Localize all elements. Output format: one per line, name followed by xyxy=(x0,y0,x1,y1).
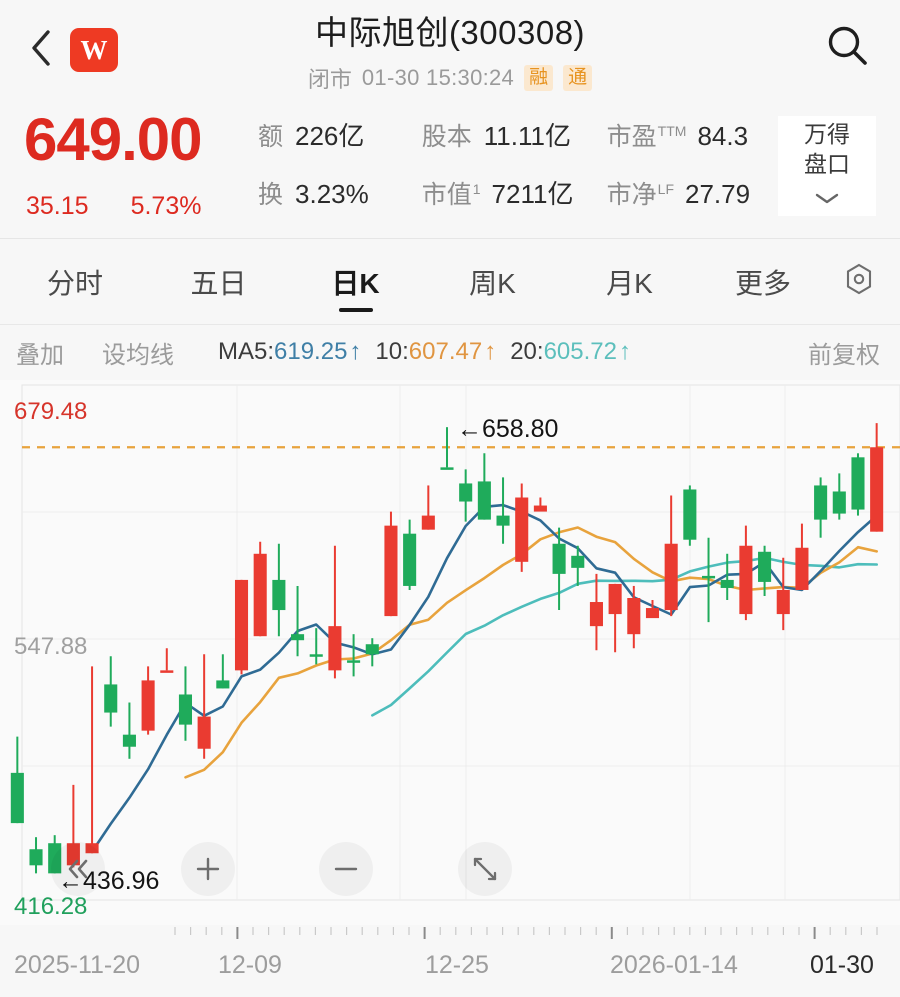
last-price: 649.00 xyxy=(24,106,203,173)
market-status: 闭市 xyxy=(307,67,352,92)
stat-label: 换 xyxy=(258,181,284,209)
header-divider xyxy=(0,238,900,239)
tab-weekly-k[interactable]: 周K xyxy=(424,240,561,324)
x-label-0: 2025-11-20 xyxy=(14,951,141,979)
chart-period-tabs: 分时 五日 日K 周K 月K 更多 xyxy=(0,240,900,324)
stat-value: 226亿 xyxy=(295,121,365,151)
prev-page-button[interactable] xyxy=(51,842,105,896)
tab-more[interactable]: 更多 xyxy=(698,240,828,324)
stat-superscript: 1 xyxy=(472,181,481,197)
ma5-readout: MA5: 619.25 ↑ xyxy=(218,338,375,366)
low-price-annotation: ←436.96 xyxy=(58,867,160,895)
ma5-label: MA5: xyxy=(218,338,275,365)
adjust-price-button[interactable]: 前复权 xyxy=(808,341,880,369)
search-icon xyxy=(825,23,871,74)
tabs-divider xyxy=(0,324,900,325)
x-axis: 2025-11-20 12-09 12-25 2026-01-14 01-30 xyxy=(0,925,900,997)
moving-average-bar: 叠加 设均线 MA5: 619.25 ↑ 10: 607.47 ↑ 20: 60… xyxy=(0,325,900,379)
price-change-abs: 35.15 xyxy=(26,192,89,220)
ma20-trend-arrow: ↑ xyxy=(618,338,631,365)
market-status-row: 闭市 01-30 15:30:24 融 通 xyxy=(0,62,900,94)
settings-gear-icon xyxy=(842,262,876,303)
y-axis-low-label: 416.28 xyxy=(14,893,88,920)
zoom-out-button[interactable] xyxy=(319,842,373,896)
set-ma-button[interactable]: 设均线 xyxy=(102,341,174,369)
stats-row-2: 换 3.23% 市值 1 7211亿 市净 LF 27.79 xyxy=(258,174,780,232)
stat-value: 3.23% xyxy=(295,179,369,209)
chart-control-buttons xyxy=(0,842,900,904)
tab-label: 月K xyxy=(606,268,653,299)
ma20-value: 605.72 xyxy=(543,338,617,365)
quote-block: 649.00 35.15 5.73% 额 226亿 股本 11.11亿 市盈 xyxy=(0,108,900,226)
back-button[interactable] xyxy=(28,28,54,68)
wind-logo[interactable]: W xyxy=(70,28,118,72)
tab-label: 日K xyxy=(331,268,380,299)
stat-value: 11.11亿 xyxy=(483,121,571,151)
ma10-trend-arrow: ↑ xyxy=(484,338,497,365)
app-header: W 中际旭创(300308) 闭市 01-30 15:30:24 融 通 649… xyxy=(0,0,900,240)
stat-pb-lf: 市净 LF 27.79 xyxy=(607,175,780,211)
stat-superscript: TTM xyxy=(657,123,687,139)
badge-connect: 通 xyxy=(563,65,593,91)
price-change-pct: 5.73% xyxy=(130,192,202,220)
ma10-readout: 10: 607.47 ↑ xyxy=(375,338,510,366)
stat-market-cap: 市值 1 7211亿 xyxy=(422,174,607,211)
tab-label: 更多 xyxy=(734,268,791,299)
x-label-2: 12-25 xyxy=(425,951,489,979)
stat-label: 股本 xyxy=(421,123,472,151)
stat-pe-ttm: 市盈 TTM 84.3 xyxy=(607,117,780,153)
high-price-annotation: ←658.80 xyxy=(457,415,559,443)
tab-daily-k[interactable]: 日K xyxy=(287,240,424,324)
tab-monthly-k[interactable]: 月K xyxy=(561,240,698,324)
tab-label: 五日 xyxy=(190,268,247,299)
price-change-row: 35.15 5.73% xyxy=(26,192,201,221)
stat-superscript: LF xyxy=(657,181,675,197)
x-label-1: 12-09 xyxy=(218,951,282,979)
overlay-button[interactable]: 叠加 xyxy=(16,341,64,369)
wind-orderbook-line1: 万得 xyxy=(804,121,850,148)
wind-orderbook-line2: 盘口 xyxy=(804,150,850,177)
stat-label: 市值 xyxy=(421,181,472,209)
stat-label: 额 xyxy=(258,123,284,151)
expand-button[interactable] xyxy=(458,842,512,896)
stats-grid: 额 226亿 股本 11.11亿 市盈 TTM 84.3 换 3. xyxy=(258,116,780,232)
stat-label: 市净 xyxy=(606,181,657,209)
tab-five-day[interactable]: 五日 xyxy=(150,240,287,324)
ma10-label: 10: xyxy=(375,338,409,365)
stat-turnover: 换 3.23% xyxy=(258,175,422,211)
stat-value: 84.3 xyxy=(697,121,749,151)
stats-row-1: 额 226亿 股本 11.11亿 市盈 TTM 84.3 xyxy=(258,116,780,174)
x-label-3: 2026-01-14 xyxy=(610,951,738,979)
ma20-label: 20: xyxy=(510,338,544,365)
quote-timestamp: 01-30 15:30:24 xyxy=(361,65,515,90)
y-axis-high-label: 679.48 xyxy=(14,398,88,425)
candlestick-chart-canvas[interactable] xyxy=(0,380,900,925)
tab-label: 周K xyxy=(469,268,516,299)
y-axis-mid-label: 547.88 xyxy=(14,633,88,660)
chart-settings-button[interactable] xyxy=(842,240,876,324)
chevron-down-icon xyxy=(814,182,840,211)
stat-value: 27.79 xyxy=(685,179,751,209)
ma5-trend-arrow: ↑ xyxy=(349,338,362,365)
ma5-value: 619.25 xyxy=(274,338,348,365)
x-label-4: 01-30 xyxy=(810,951,874,979)
ma10-value: 607.47 xyxy=(408,338,483,365)
x-axis-labels: 2025-11-20 12-09 12-25 2026-01-14 01-30 xyxy=(0,945,900,995)
search-button[interactable] xyxy=(822,22,874,74)
x-axis-ticks xyxy=(174,927,878,939)
badge-margin-trading: 融 xyxy=(524,65,554,91)
stat-label: 市盈 xyxy=(606,123,657,151)
tab-label: 分时 xyxy=(46,268,103,299)
ma20-readout: 20: 605.72 ↑ xyxy=(510,338,645,366)
page-title: 中际旭创(300308) xyxy=(314,14,586,51)
stat-value: 7211亿 xyxy=(491,179,574,209)
wind-orderbook-button[interactable]: 万得 盘口 xyxy=(778,116,876,216)
tab-intraday[interactable]: 分时 xyxy=(0,240,150,324)
stat-shares: 股本 11.11亿 xyxy=(422,116,607,153)
candlestick-chart[interactable]: 679.48 547.88 416.28 ←658.80 ←436.96 xyxy=(0,380,900,925)
chevron-left-icon xyxy=(30,29,52,67)
zoom-in-button[interactable] xyxy=(181,842,235,896)
stat-amount: 额 226亿 xyxy=(258,116,422,153)
